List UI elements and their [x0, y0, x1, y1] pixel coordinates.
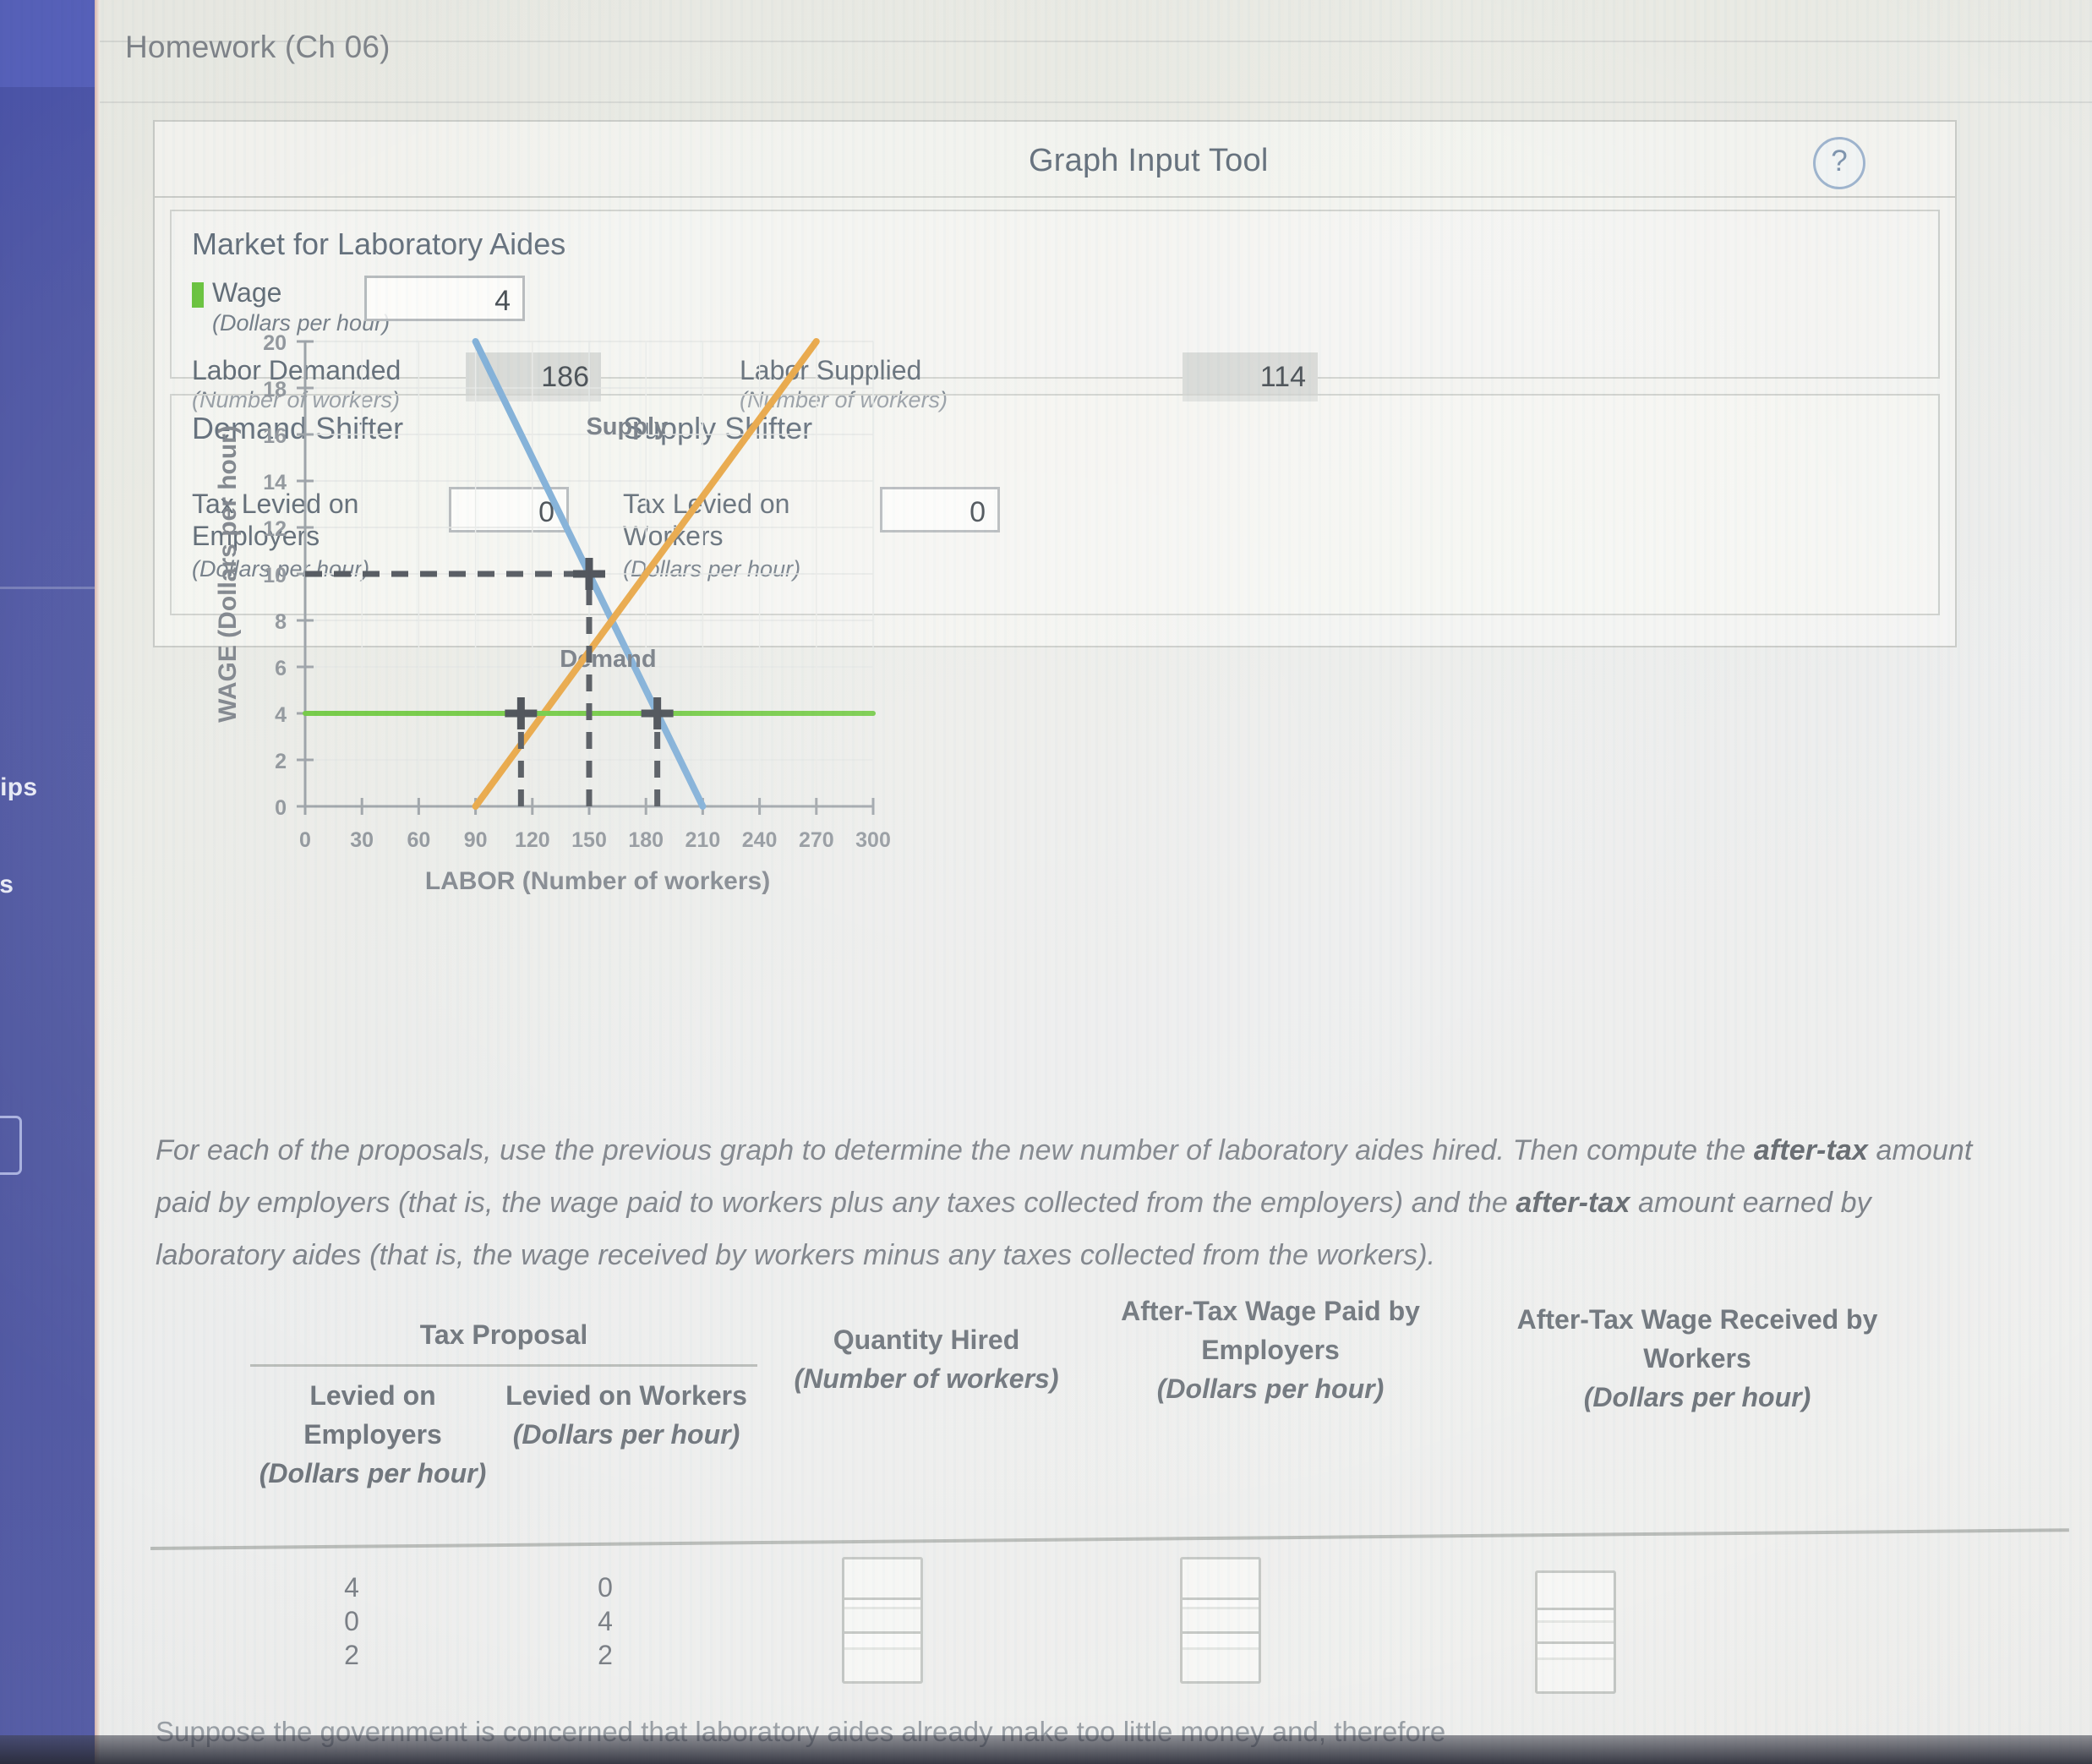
tax-levied-on-workers-input[interactable] — [880, 487, 1000, 532]
col-header-after-tax-received-text: After-Tax Wage Received by Workers — [1516, 1304, 1878, 1374]
market-panel: Market for Laboratory Aides Wage (Dollar… — [170, 210, 1940, 412]
instr-bold-1: after-tax — [1753, 1134, 1868, 1166]
labor-demanded-units-label: (Number of workers) — [192, 387, 401, 412]
demand-shifter-line2: Employers — [192, 521, 320, 551]
market-title: Market for Laboratory Aides — [192, 227, 566, 261]
x-tick-label-300: 300 — [855, 828, 891, 852]
x-tick-label-210: 210 — [685, 828, 721, 852]
labor-supplied-label: Labor Supplied — [740, 355, 922, 385]
y-tick-label-0: 0 — [275, 796, 287, 820]
graph-input-tool-title: Graph Input Tool — [1029, 143, 1269, 178]
col-header-after-tax-received-units: (Dollars per hour) — [1583, 1382, 1811, 1412]
x-tick-label-0: 0 — [299, 828, 311, 852]
labor-supplied-value: 114 — [1183, 352, 1318, 401]
labor-demanded-label: Labor Demanded — [192, 355, 401, 385]
demand-shifter-line1: Tax Levied on — [192, 489, 359, 519]
table-row-1-levied-employers: 4 — [344, 1572, 359, 1603]
col-header-after-tax-paid-employers: After-Tax Wage Paid by Employers (Dollar… — [1080, 1292, 1461, 1408]
col-header-quantity-hired-text: Quantity Hired — [833, 1324, 1020, 1355]
table-header-rule — [150, 1528, 2069, 1550]
col-header-tax-proposal: Tax Proposal — [419, 1319, 588, 1350]
x-tick-label-180: 180 — [628, 828, 664, 852]
y-tick-label-18: 18 — [263, 378, 287, 401]
wage-input[interactable] — [364, 276, 525, 321]
sidebar-item-tips-2[interactable]: ips — [0, 871, 14, 898]
col-header-levied-on-workers-text: Levied on Workers — [505, 1380, 747, 1411]
instr-part-3: amount earned by laboratory aides (that … — [156, 1187, 1871, 1271]
wage-color-swatch-icon — [192, 282, 204, 308]
sidebar-edge-highlight — [95, 0, 100, 1764]
table-row-1-levied-workers: 0 — [598, 1572, 613, 1603]
x-axis-title: LABOR (Number of workers) — [425, 867, 770, 895]
instructions-paragraph: For each of the proposals, use the previ… — [156, 1124, 2007, 1281]
col-header-levied-on-employers: Levied on Employers (Dollars per hour) — [250, 1376, 495, 1493]
graph-input-tool-header: Graph Input Tool ? — [155, 122, 1955, 198]
col-header-quantity-hired-units: (Number of workers) — [794, 1363, 1059, 1394]
demand-shifter-title: Demand Shifter — [192, 411, 404, 445]
x-tick-label-60: 60 — [407, 828, 430, 852]
instr-bold-2: after-tax — [1516, 1187, 1630, 1219]
sidebar-item-tips-1[interactable]: Tips — [0, 773, 38, 801]
chart-svg: 0 2 4 6 8 10 12 14 16 18 20 0 30 60 90 120 150 180 210 240 2… — [214, 331, 891, 895]
table-row-3-levied-employers: 2 — [344, 1640, 359, 1670]
table-row-3-levied-workers: 2 — [598, 1640, 613, 1670]
graph-input-tool-card: Graph Input Tool ? Market for Laboratory… — [153, 120, 1957, 895]
supply-demand-chart[interactable]: 0 2 4 6 8 10 12 14 16 18 20 0 30 60 90 120 150 180 210 240 2… — [205, 323, 899, 948]
instr-part-1: For each of the proposals, use the previ… — [156, 1134, 1754, 1166]
x-tick-label-270: 270 — [799, 828, 834, 852]
table-row-2-levied-employers: 0 — [344, 1606, 359, 1636]
page-title: Homework (Ch 06) — [125, 30, 391, 64]
y-tick-label-20: 20 — [263, 331, 287, 355]
col-header-levied-on-workers: Levied on Workers (Dollars per hour) — [504, 1376, 749, 1454]
table-row-2-levied-workers: 4 — [598, 1606, 613, 1636]
x-tick-label-240: 240 — [742, 828, 778, 852]
y-tick-label-6: 6 — [275, 657, 287, 680]
col-header-levied-on-workers-units: (Dollars per hour) — [512, 1419, 740, 1450]
wage-units-label: (Dollars per hour) — [212, 310, 391, 336]
bottom-bezel-shadow — [0, 1735, 2092, 1764]
col-header-after-tax-paid-units: (Dollars per hour) — [1156, 1374, 1385, 1404]
x-tick-label-90: 90 — [464, 828, 488, 852]
help-icon[interactable]: ? — [1813, 137, 1865, 189]
instr-part-2: amount paid by employers (that is, the w… — [156, 1134, 1973, 1219]
y-tick-label-14: 14 — [263, 471, 287, 494]
sidebar-top-block — [0, 0, 95, 87]
col-header-quantity-hired: Quantity Hired (Number of workers) — [791, 1320, 1062, 1398]
table-row-3-quantity-hired-input[interactable] — [842, 1631, 923, 1684]
topbar-rule — [100, 41, 2092, 42]
supply-shifter-title: Supply Shifter — [623, 411, 813, 445]
series-line-supply — [472, 338, 820, 810]
table-row-3-after-tax-paid-input[interactable] — [1180, 1631, 1261, 1684]
y-tick-label-12: 12 — [263, 517, 287, 541]
table-row-3-after-tax-received-input[interactable] — [1535, 1641, 1616, 1694]
col-header-levied-on-employers-units: (Dollars per hour) — [259, 1458, 487, 1488]
tax-proposal-table: Tax Proposal Levied on Employers (Dollar… — [150, 1285, 2086, 1724]
y-tick-label-16: 16 — [263, 424, 287, 448]
col-header-after-tax-paid-text: After-Tax Wage Paid by Employers — [1121, 1296, 1420, 1365]
y-tick-label-2: 2 — [275, 750, 287, 773]
page-canvas: Homework (Ch 06) Graph Input Tool ? Mark… — [100, 0, 2092, 1764]
series-label-supply: Supply — [586, 413, 668, 440]
x-tick-label-120: 120 — [515, 828, 550, 852]
tax-proposal-rule — [250, 1364, 757, 1367]
col-header-levied-on-employers-text: Levied on Employers — [303, 1380, 442, 1450]
x-tick-label-30: 30 — [350, 828, 374, 852]
x-tick-label-150: 150 — [571, 828, 607, 852]
page-title-rule — [100, 101, 2092, 103]
demand-shifter-units: (Dollars per hour) — [192, 556, 370, 582]
y-tick-label-8: 8 — [275, 610, 287, 634]
col-header-after-tax-received-workers: After-Tax Wage Received by Workers (Doll… — [1478, 1300, 1917, 1417]
y-tick-label-4: 4 — [275, 703, 287, 727]
wage-label: Wage — [212, 277, 282, 308]
y-tick-label-10: 10 — [263, 564, 287, 587]
app-sidebar[interactable]: Tips ips — [0, 0, 95, 1764]
sidebar-panel-icon[interactable] — [0, 1116, 22, 1175]
y-axis-title: WAGE (Dollars per hour) — [214, 425, 242, 723]
sidebar-divider — [0, 587, 95, 589]
